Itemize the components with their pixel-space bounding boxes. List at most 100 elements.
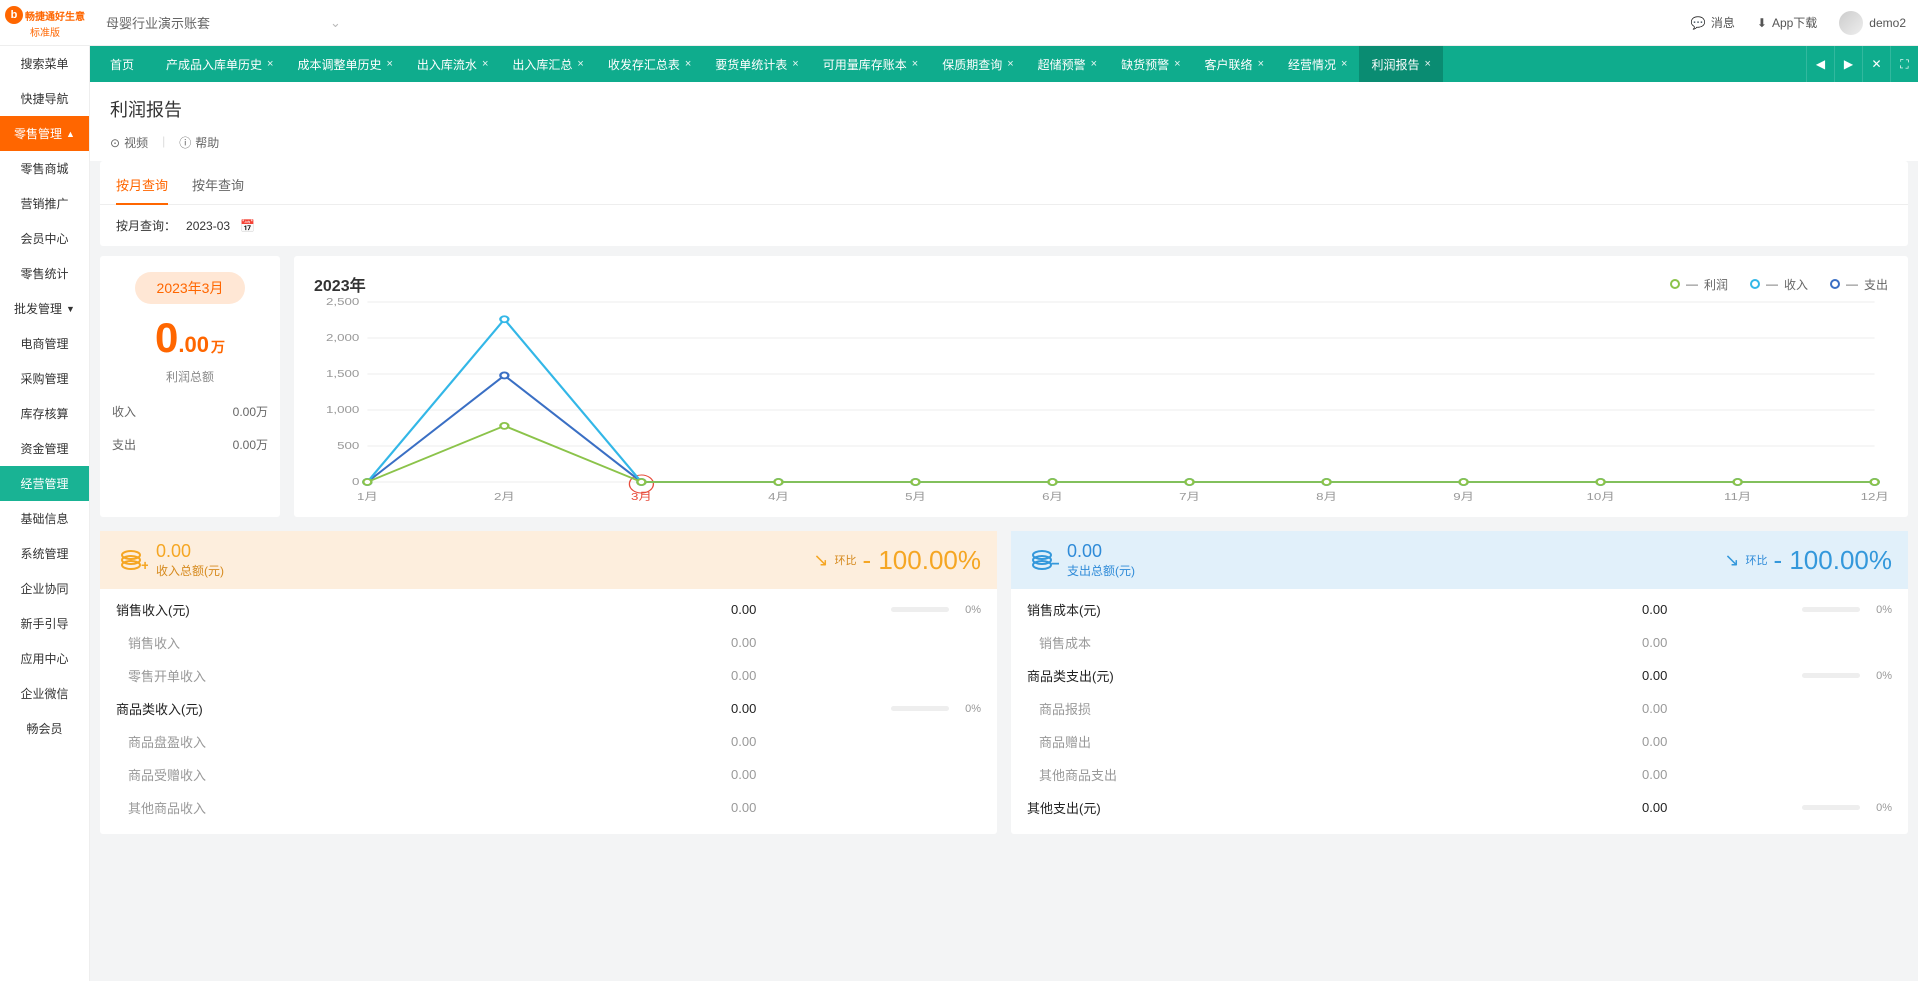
close-icon[interactable]: × <box>267 58 273 70</box>
chart-title: 2023年 <box>314 272 366 296</box>
sidebar-item[interactable]: 零售商城 <box>0 151 89 186</box>
close-icon[interactable]: × <box>482 58 488 70</box>
sidebar-item[interactable]: 畅会员 <box>0 711 89 746</box>
svg-text:10月: 10月 <box>1587 492 1615 503</box>
summary-row: 支出0.00万 <box>112 436 268 453</box>
summary-card: 2023年3月 0 .00 万 利润总额 收入0.00万支出0.00万 <box>100 256 280 517</box>
tabs-scroll-right[interactable]: ▶ <box>1834 46 1862 82</box>
sidebar-item[interactable]: 采购管理 <box>0 361 89 396</box>
sidebar-item[interactable]: 库存核算 <box>0 396 89 431</box>
sidebar-item[interactable]: 经营管理 <box>0 466 89 501</box>
sidebar-item[interactable]: 企业微信 <box>0 676 89 711</box>
expense-delta: - 100.00% <box>1773 545 1892 576</box>
close-icon[interactable]: × <box>1341 58 1347 70</box>
logo-icon: b <box>5 6 23 24</box>
income-panel: + 0.00 收入总额(元) ↘ 环比 - 100.00% 销售收入(元)0.0… <box>100 531 997 834</box>
sidebar-item[interactable]: 搜索菜单 <box>0 46 89 81</box>
legend-item: —收入 <box>1750 276 1808 293</box>
sidebar-item[interactable]: 电商管理 <box>0 326 89 361</box>
close-icon[interactable]: × <box>685 58 691 70</box>
tabs-close-all[interactable]: ✕ <box>1862 46 1890 82</box>
tab[interactable]: 保质期查询× <box>930 46 1025 82</box>
app-download-button[interactable]: ⬇ App下载 <box>1757 14 1817 31</box>
summary-row: 收入0.00万 <box>112 403 268 420</box>
coins-minus-icon: − <box>1027 543 1061 577</box>
tab[interactable]: 要货单统计表× <box>703 46 810 82</box>
sidebar-item[interactable]: 资金管理 <box>0 431 89 466</box>
tab[interactable]: 出入库流水× <box>405 46 500 82</box>
income-delta: - 100.00% <box>862 545 981 576</box>
sidebar-item[interactable]: 快捷导航 <box>0 81 89 116</box>
panel-row: 其他商品收入0.00 <box>116 791 981 824</box>
svg-text:−: − <box>1051 556 1059 573</box>
close-icon[interactable]: × <box>1174 58 1180 70</box>
close-icon[interactable]: × <box>1258 58 1264 70</box>
sidebar-item[interactable]: 零售统计 <box>0 256 89 291</box>
user-menu[interactable]: demo2 <box>1839 11 1906 35</box>
tab[interactable]: 超储预警× <box>1026 46 1109 82</box>
query-tab[interactable]: 按月查询 <box>116 169 168 204</box>
close-icon[interactable]: × <box>386 58 392 70</box>
panel-row: 商品盘盈收入0.00 <box>116 725 981 758</box>
sidebar-item[interactable]: 应用中心 <box>0 641 89 676</box>
messages-button[interactable]: 💬 消息 <box>1691 14 1735 31</box>
tabs-fullscreen[interactable]: ⛶ <box>1890 46 1918 82</box>
help-doc-link[interactable]: ⓘ 帮助 <box>179 134 219 151</box>
logo: b 畅捷通好生意 标准版 <box>0 6 90 39</box>
sidebar-item[interactable]: 会员中心 <box>0 221 89 256</box>
business-select[interactable]: 母婴行业演示账套 ⌄ <box>106 13 341 32</box>
sidebar-item[interactable]: 新手引导 <box>0 606 89 641</box>
tab[interactable]: 经营情况× <box>1276 46 1359 82</box>
expense-panel: − 0.00 支出总额(元) ↘ 环比 - 100.00% 销售成本(元)0.0… <box>1011 531 1908 834</box>
close-icon[interactable]: × <box>1424 58 1430 70</box>
summary-big-label: 利润总额 <box>166 368 214 385</box>
svg-text:4月: 4月 <box>768 492 789 503</box>
close-icon[interactable]: × <box>792 58 798 70</box>
panel-row: 商品受赠收入0.00 <box>116 758 981 791</box>
income-value: 0.00 <box>156 541 224 562</box>
panel-row: 商品赠出0.00 <box>1027 725 1892 758</box>
logo-subtitle: 标准版 <box>30 24 60 39</box>
sidebar-item[interactable]: 营销推广 <box>0 186 89 221</box>
avatar <box>1839 11 1863 35</box>
tab[interactable]: 产成品入库单历史× <box>154 46 285 82</box>
legend-item: —利润 <box>1670 276 1728 293</box>
close-icon[interactable]: × <box>1091 58 1097 70</box>
download-icon: ⬇ <box>1757 16 1767 30</box>
trend-down-icon: ↘ <box>813 550 828 571</box>
svg-text:7月: 7月 <box>1179 492 1200 503</box>
sidebar-item[interactable]: 批发管理▼ <box>0 291 89 326</box>
query-label: 按月查询： <box>116 217 176 234</box>
sidebar-item[interactable]: 基础信息 <box>0 501 89 536</box>
coins-plus-icon: + <box>116 543 150 577</box>
sidebar-item[interactable]: 系统管理 <box>0 536 89 571</box>
query-tab[interactable]: 按年查询 <box>192 169 244 204</box>
panel-row: 商品类支出(元)0.000% <box>1027 659 1892 692</box>
sidebar-item[interactable]: 企业协同 <box>0 571 89 606</box>
tabs-scroll-left[interactable]: ◀ <box>1806 46 1834 82</box>
tab[interactable]: 利润报告× <box>1359 46 1442 82</box>
tabs-scroll: 首页产成品入库单历史×成本调整单历史×出入库流水×出入库汇总×收发存汇总表×要货… <box>90 46 1806 82</box>
svg-text:0: 0 <box>352 477 360 488</box>
panel-row: 其他商品支出0.00 <box>1027 758 1892 791</box>
close-icon[interactable]: × <box>577 58 583 70</box>
tab[interactable]: 成本调整单历史× <box>285 46 404 82</box>
tab[interactable]: 缺货预警× <box>1109 46 1192 82</box>
svg-text:6月: 6月 <box>1042 492 1063 503</box>
page-title: 利润报告 <box>110 96 1898 122</box>
chart-legend: —利润—收入—支出 <box>1670 276 1888 293</box>
panel-row: 销售成本(元)0.000% <box>1027 593 1892 626</box>
tab[interactable]: 出入库汇总× <box>500 46 595 82</box>
tab[interactable]: 可用量库存账本× <box>811 46 930 82</box>
close-icon[interactable]: × <box>1007 58 1013 70</box>
close-icon[interactable]: × <box>912 58 918 70</box>
tab[interactable]: 收发存汇总表× <box>596 46 703 82</box>
top-bar: b 畅捷通好生意 标准版 母婴行业演示账套 ⌄ 💬 消息 ⬇ App下载 dem… <box>0 0 1918 46</box>
tab[interactable]: 首页 <box>90 46 154 82</box>
tab[interactable]: 客户联络× <box>1193 46 1276 82</box>
sidebar-item[interactable]: 零售管理▲ <box>0 116 89 151</box>
calendar-icon[interactable]: 📅 <box>240 219 255 233</box>
expense-value: 0.00 <box>1067 541 1135 562</box>
help-video-link[interactable]: ⊙ 视频 <box>110 134 148 151</box>
svg-text:11月: 11月 <box>1724 492 1751 503</box>
